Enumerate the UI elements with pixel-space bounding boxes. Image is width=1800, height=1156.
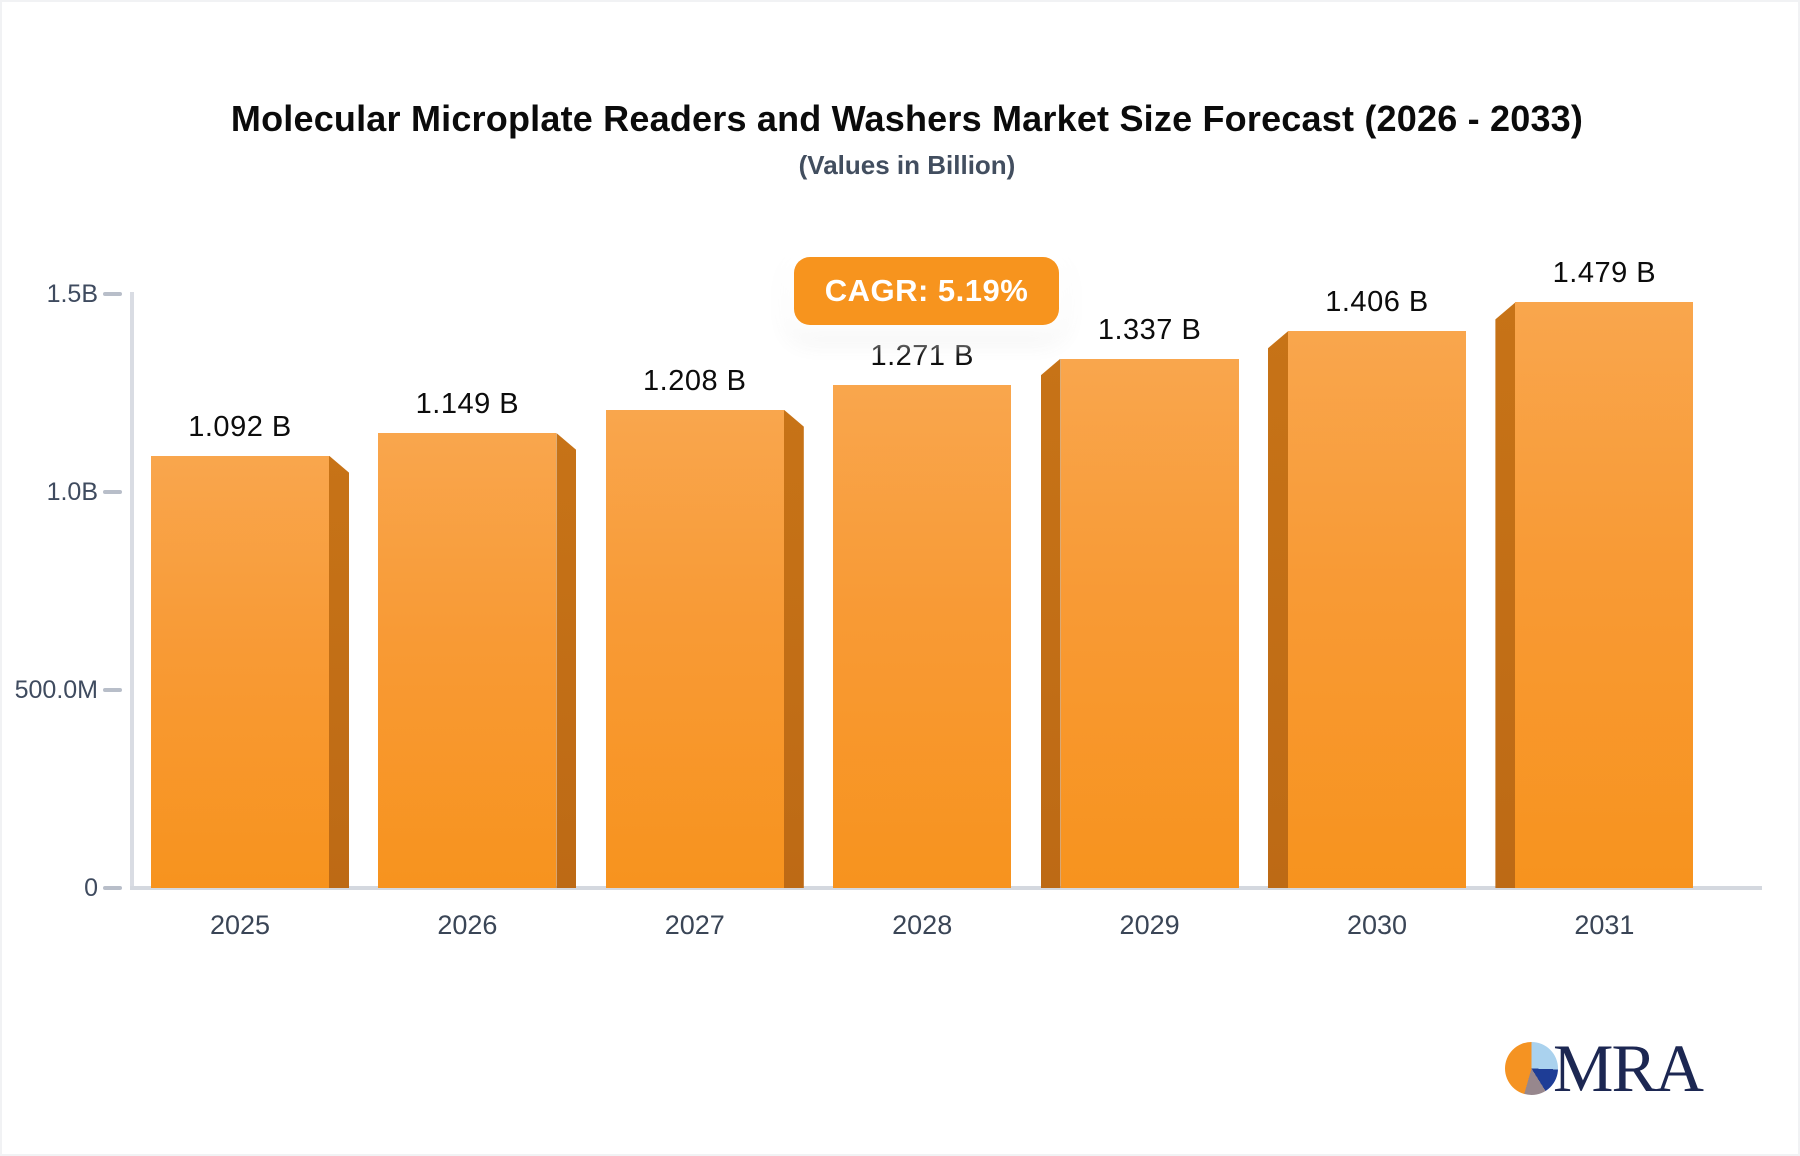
bar-value-label: 1.208 B: [643, 364, 747, 397]
mra-logo: MRA: [1505, 1030, 1704, 1106]
cagr-badge: CAGR: 5.19%: [794, 257, 1059, 325]
bar-2031: [1515, 302, 1694, 888]
bar-3d-side: [1495, 302, 1516, 888]
bar-value-label: 1.092 B: [188, 410, 292, 443]
x-axis-label-2025: 2025: [209, 910, 271, 940]
y-tick-label: 1.0B: [46, 478, 98, 506]
x-axis-baseline: [130, 886, 1762, 890]
y-tick-label: 500.0M: [14, 676, 98, 704]
y-tick-mark: [103, 490, 122, 494]
bar-2025: [151, 455, 329, 888]
y-tick-label: 1.5B: [46, 280, 98, 308]
bar-2028: [833, 384, 1012, 888]
bar-3d-side: [329, 455, 349, 888]
x-axis-label-2031: 2031: [1574, 910, 1635, 940]
y-tick-mark: [103, 886, 122, 890]
y-tick-mark: [103, 688, 122, 692]
bar-value-label: 1.337 B: [1097, 313, 1202, 346]
y-tick-mark: [103, 292, 122, 296]
x-axis-label-2030: 2030: [1346, 910, 1408, 940]
mra-logo-text: MRA: [1553, 1030, 1704, 1106]
bar-value-label: 1.149 B: [415, 387, 520, 420]
chart-subtitle: (Values in Billion): [798, 150, 1016, 180]
bar-3d-side: [783, 409, 804, 888]
bar-value-label: 1.479 B: [1552, 257, 1657, 290]
bar-2026: [378, 432, 557, 888]
bar-2029: [1060, 358, 1239, 888]
bar-value-label: 1.271 B: [870, 339, 974, 372]
bar-3d-side: [1268, 331, 1288, 888]
y-axis-line: [130, 292, 134, 888]
chart-title: Molecular Microplate Readers and Washers…: [230, 98, 1584, 139]
x-axis-label-2026: 2026: [437, 910, 498, 940]
x-axis-label-2028: 2028: [892, 910, 953, 940]
x-axis-label-2027: 2027: [664, 910, 725, 940]
x-axis-label-2029: 2029: [1119, 910, 1180, 940]
bar-3d-side: [556, 432, 577, 888]
bar-value-label: 1.406 B: [1325, 286, 1429, 319]
bar-2027: [605, 409, 784, 888]
bar-3d-side: [1040, 358, 1061, 888]
bar-2030: [1288, 331, 1466, 888]
y-tick-label: 0: [84, 874, 98, 902]
pie-chart-logo-icon: [1505, 1042, 1558, 1095]
cagr-badge-label: CAGR: 5.19%: [824, 273, 1029, 308]
